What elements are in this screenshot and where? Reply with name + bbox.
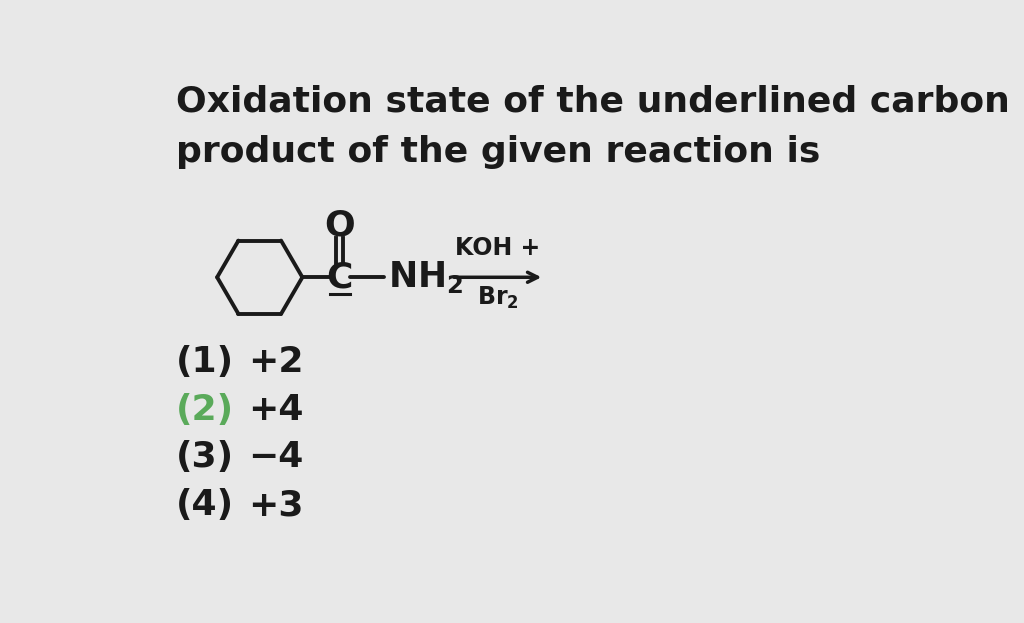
- Text: C: C: [327, 260, 352, 294]
- Text: (1): (1): [176, 345, 234, 379]
- Text: O: O: [325, 209, 355, 243]
- Text: $\mathbf{Br_2}$: $\mathbf{Br_2}$: [477, 285, 518, 311]
- Text: −4: −4: [248, 440, 303, 475]
- Text: (2): (2): [176, 392, 234, 427]
- Text: product of the given reaction is: product of the given reaction is: [176, 135, 820, 169]
- Text: +3: +3: [248, 488, 304, 522]
- Text: (4): (4): [176, 488, 234, 522]
- Text: +2: +2: [248, 345, 304, 379]
- Text: KOH +: KOH +: [455, 236, 541, 260]
- Text: (3): (3): [176, 440, 234, 475]
- Text: $\mathbf{NH_2}$: $\mathbf{NH_2}$: [388, 259, 463, 295]
- Text: Oxidation state of the underlined carbon in the final: Oxidation state of the underlined carbon…: [176, 85, 1024, 119]
- Text: +4: +4: [248, 392, 304, 427]
